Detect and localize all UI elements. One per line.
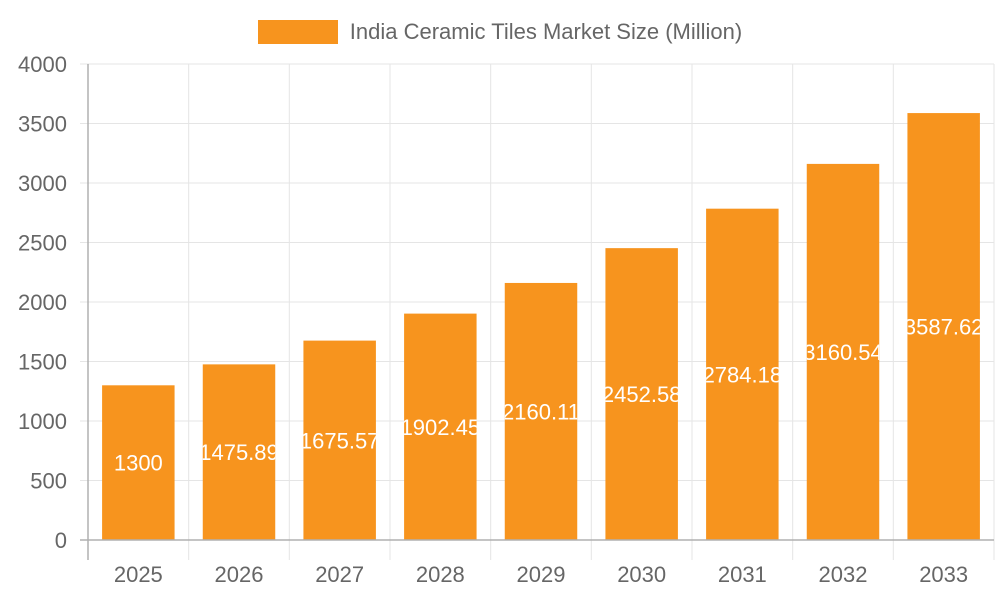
data-label: 1475.89 [199,440,279,465]
bar-2032[interactable] [806,163,880,540]
axes [80,64,994,560]
data-label: 1675.57 [300,428,380,453]
legend-label[interactable]: India Ceramic Tiles Market Size (Million… [349,19,743,44]
bar-2028[interactable] [404,313,477,540]
data-labels: 1300 1475.89 1675.57 1902.45 2160.11 2452.58 2… [114,315,984,476]
gridlines [80,63,995,560]
bar-2033[interactable] [907,113,980,541]
bar-2025[interactable] [102,385,175,540]
bar-2030[interactable] [605,248,678,540]
y-axis-ticks: 0 500 1000 1500 2000 2500 3000 3500 4000 [18,52,67,553]
data-label: 3587.62 [904,315,984,340]
y-tick-label: 0 [55,528,67,553]
data-label: 1300 [114,451,163,476]
x-tick-label: 2026 [215,562,264,587]
x-tick-label: 2028 [416,562,465,587]
y-tick-label: 4000 [18,52,67,77]
data-label: 1902.45 [401,415,481,440]
data-label: 2452.58 [602,382,682,407]
data-label: 2784.18 [703,362,783,387]
legend-swatch[interactable] [257,20,338,44]
y-tick-label: 1000 [18,409,67,434]
x-tick-label: 2033 [919,562,968,587]
x-tick-label: 2025 [114,562,163,587]
bar-2026[interactable] [202,364,276,540]
x-tick-label: 2031 [718,562,767,587]
x-tick-label: 2029 [517,562,566,587]
chart-legend[interactable]: India Ceramic Tiles Market Size (Million… [0,19,1000,45]
data-label: 2160.11 [502,399,580,424]
bar-2029[interactable] [504,282,578,540]
y-tick-label: 2000 [18,290,67,315]
bar-2027[interactable] [303,340,376,540]
x-tick-label: 2027 [315,562,364,587]
y-tick-label: 500 [30,469,67,494]
x-tick-label: 2032 [819,562,868,587]
y-tick-label: 1500 [18,350,67,375]
y-tick-label: 3000 [18,171,67,196]
x-tick-label: 2030 [617,562,666,587]
bar-2031[interactable] [706,208,779,540]
data-label: 3160.54 [803,340,883,365]
x-axis-ticks: 2025 2026 2027 2028 2029 2030 2031 2032 2033 [114,562,968,587]
bars [102,113,980,541]
y-tick-label: 2500 [18,231,67,256]
y-tick-label: 3500 [18,112,67,137]
